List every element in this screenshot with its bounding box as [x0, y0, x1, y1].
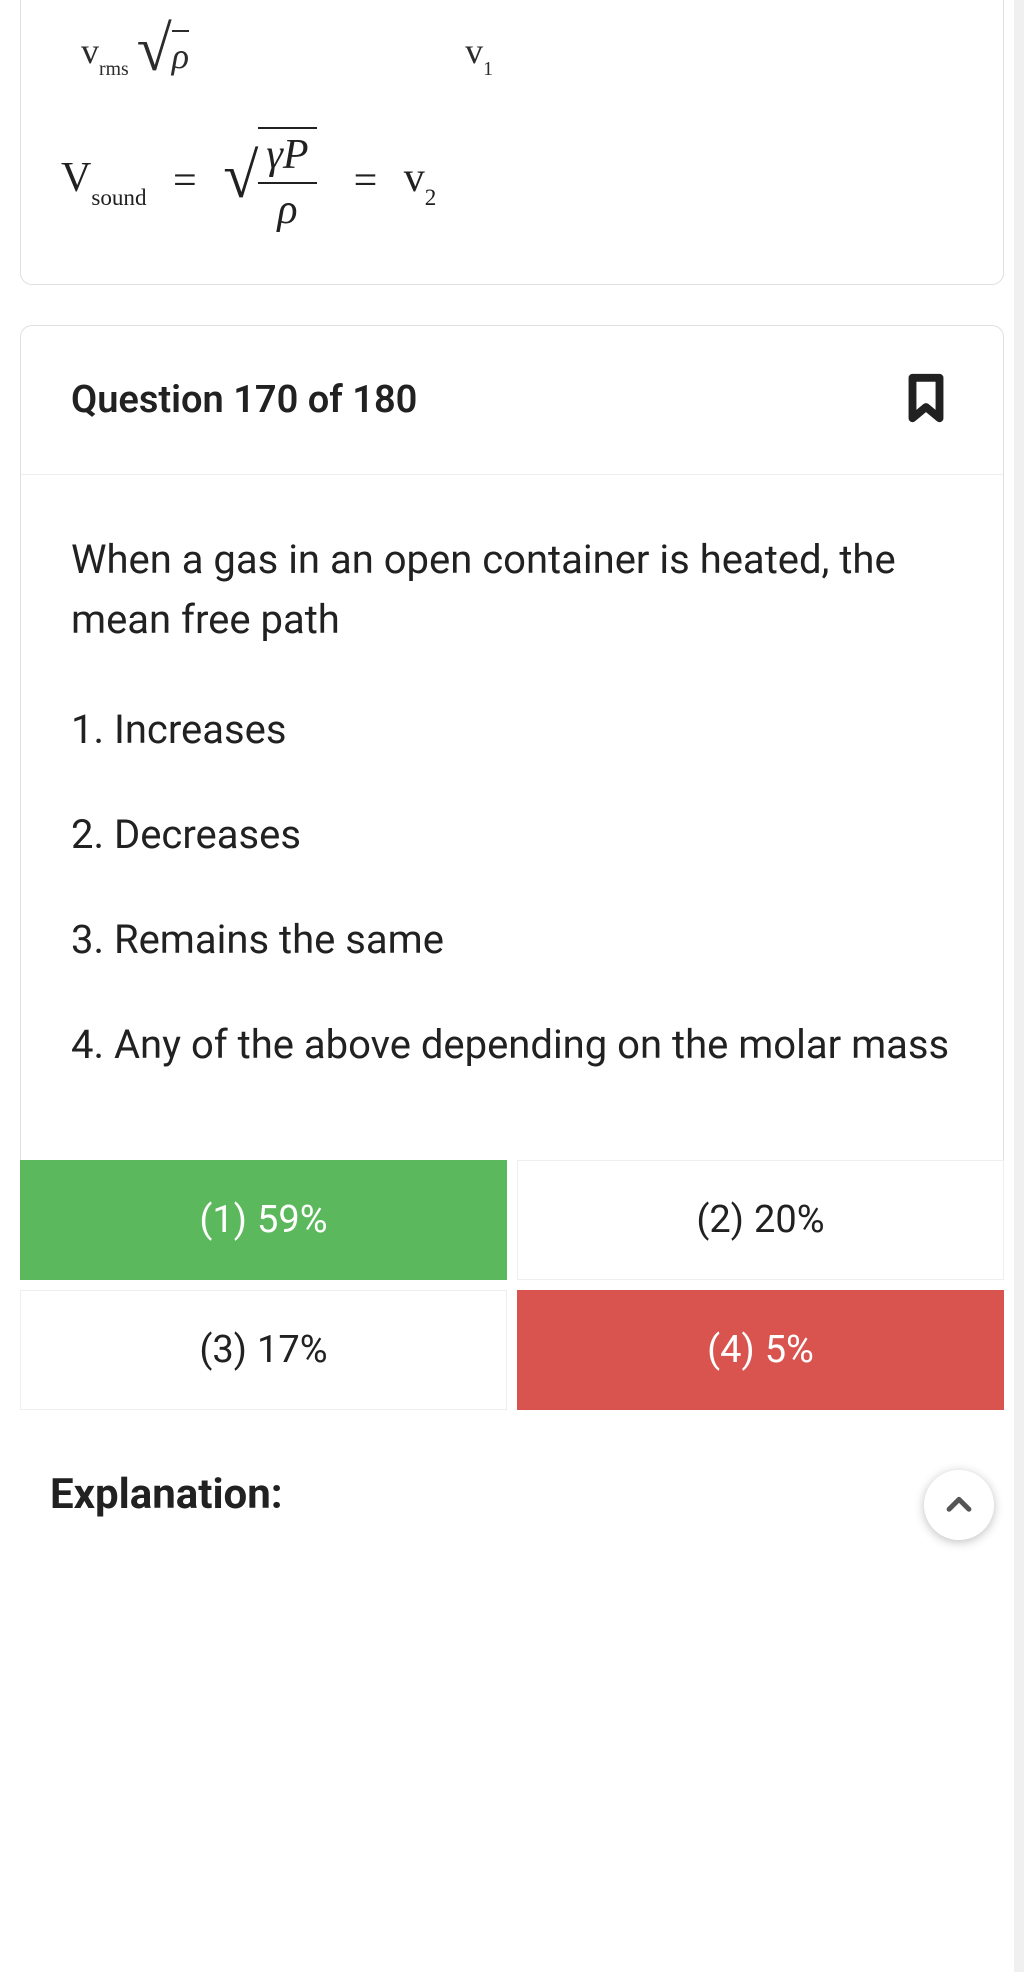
v-sound-label: Vsound: [61, 154, 147, 206]
vrms-fragment: vrms: [81, 30, 129, 77]
sqrt-gammaP-rho: √ γP ρ: [223, 127, 316, 234]
answer-cell-1[interactable]: (1) 59%: [20, 1160, 507, 1280]
option-3[interactable]: 3. Remains the same: [71, 910, 953, 970]
sqrt-partial: √ ρ: [137, 30, 189, 77]
answer-num-3: (3): [199, 1328, 247, 1372]
equals-1: =: [173, 157, 197, 205]
option-2[interactable]: 2. Decreases: [71, 805, 953, 865]
formula-partial-row: vrms √ ρ v1: [61, 30, 963, 77]
chevron-up-icon: [942, 1488, 976, 1522]
answer-cell-4[interactable]: (4) 5%: [517, 1290, 1004, 1410]
answer-pct-3: 17%: [257, 1328, 328, 1372]
explanation-title: Explanation:: [50, 1470, 283, 1519]
question-header-bar: Question 170 of 180: [21, 326, 1003, 475]
question-text: When a gas in an open container is heate…: [71, 530, 953, 650]
answer-num-2: (2): [696, 1198, 744, 1242]
formula-main-row: Vsound = √ γP ρ = v2: [61, 127, 963, 234]
answer-cell-2[interactable]: (2) 20%: [517, 1160, 1004, 1280]
answer-pct-4: 5%: [765, 1328, 814, 1372]
option-4[interactable]: 4. Any of the above depending on the mol…: [71, 1015, 953, 1075]
equals-2: =: [354, 157, 378, 205]
question-counter: Question 170 of 180: [71, 378, 417, 422]
answer-pct-2: 20%: [754, 1198, 825, 1242]
formula-card: vrms √ ρ v1 Vsound = √ γP ρ = v2: [20, 0, 1004, 285]
bookmark-icon[interactable]: [899, 371, 953, 429]
v1-fragment: v1: [465, 30, 493, 77]
question-card: Question 170 of 180 When a gas in an ope…: [20, 325, 1004, 1160]
question-body: When a gas in an open container is heate…: [21, 475, 1003, 1160]
v2-label: v2: [404, 154, 437, 206]
answer-grid: (1) 59% (2) 20% (3) 17% (4) 5%: [20, 1160, 1004, 1410]
answer-pct-1: 59%: [257, 1198, 328, 1242]
answer-cell-3[interactable]: (3) 17%: [20, 1290, 507, 1410]
option-1[interactable]: 1. Increases: [71, 700, 953, 760]
scrollbar-track[interactable]: [1014, 0, 1024, 1972]
explanation-row: Explanation:: [0, 1410, 1024, 1550]
collapse-button[interactable]: [924, 1470, 994, 1540]
answer-num-1: (1): [199, 1198, 247, 1242]
answer-num-4: (4): [707, 1328, 755, 1372]
